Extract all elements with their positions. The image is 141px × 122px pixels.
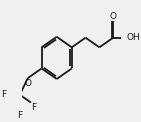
Text: F: F [31,103,37,112]
Text: OH: OH [127,33,140,42]
Text: F: F [17,111,22,120]
Text: O: O [110,12,117,21]
Text: O: O [24,79,31,88]
Text: F: F [2,90,7,99]
